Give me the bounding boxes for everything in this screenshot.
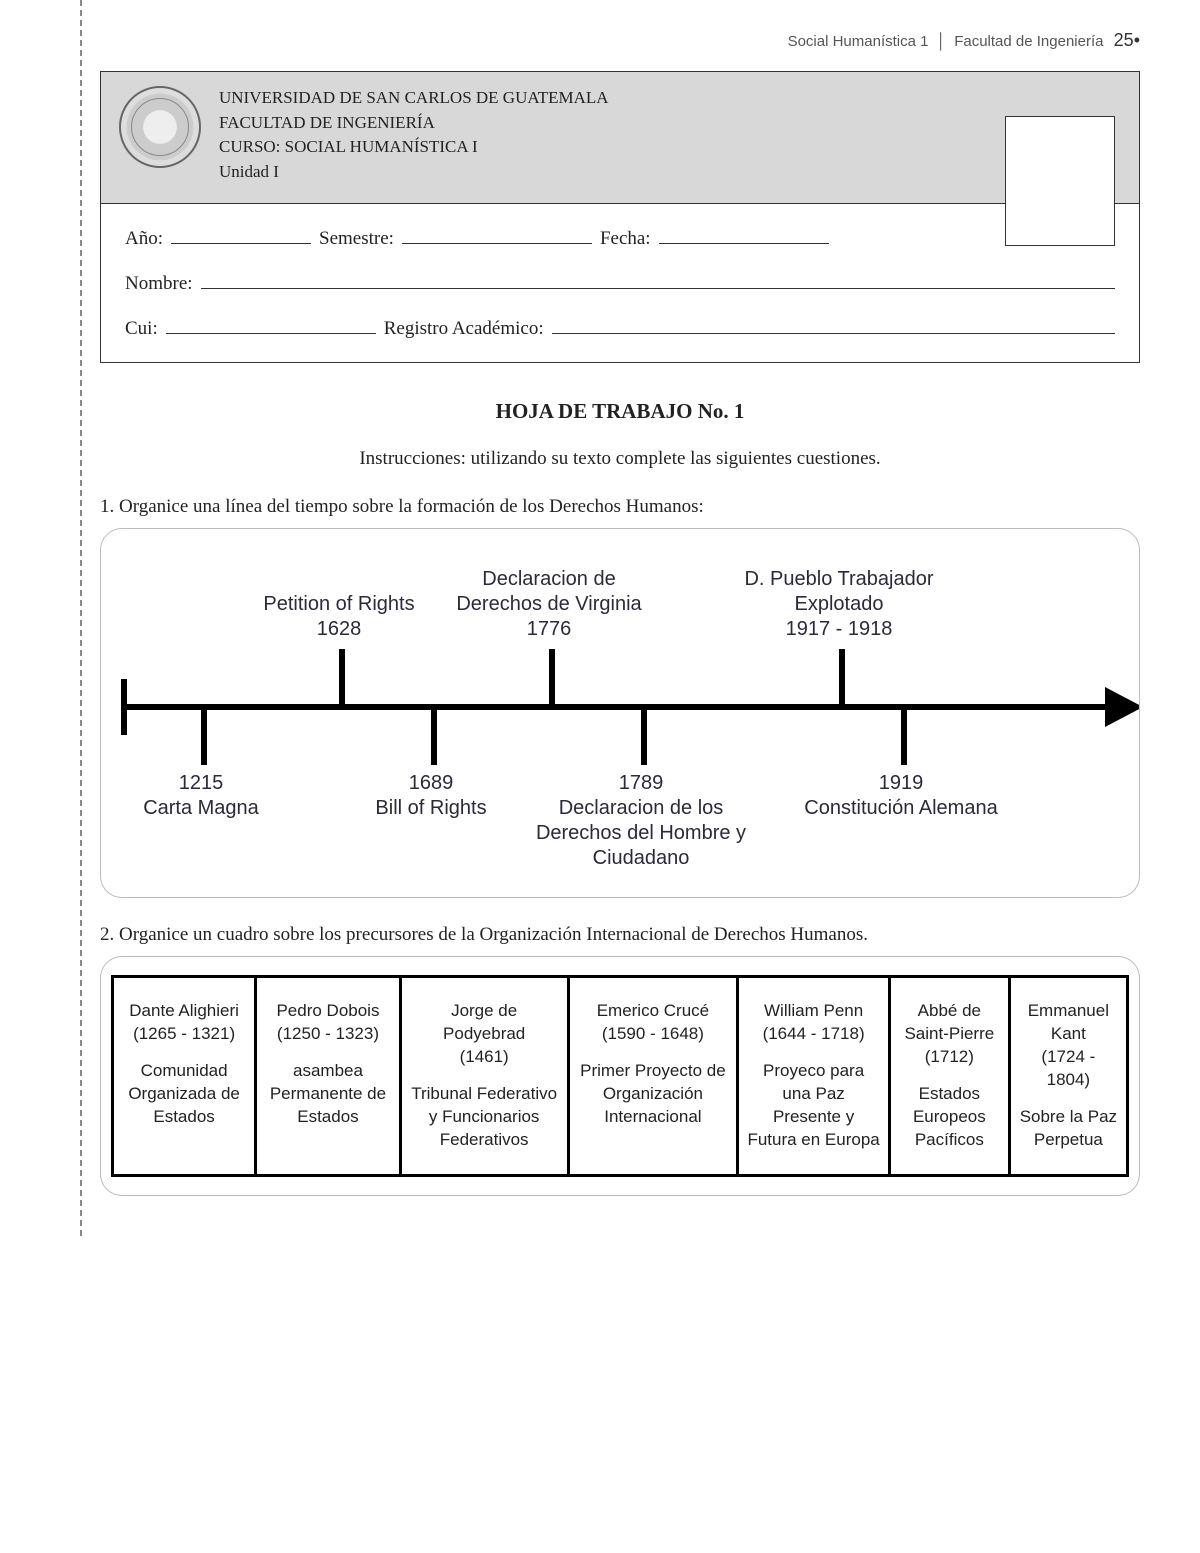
timeline-axis [121, 704, 1129, 710]
label-cui: Cui: [125, 318, 158, 340]
timeline: Petition of Rights1628Declaracion de Der… [100, 528, 1140, 898]
timeline-tick [901, 707, 907, 765]
timeline-tick [839, 649, 845, 707]
uni-line-4: Unidad I [219, 160, 609, 185]
timeline-tick [549, 649, 555, 707]
uni-line-2: FACULTAD DE INGENIERÍA [219, 111, 609, 136]
question-1: 1. Organice una línea del tiempo sobre l… [100, 496, 1140, 518]
precursor-cell: Emmanuel Kant(1724 - 1804)Sobre la Paz P… [1009, 977, 1127, 1176]
timeline-event-down: 1689Bill of Rights [321, 771, 541, 821]
blank-fecha[interactable] [659, 224, 829, 245]
blank-registro[interactable] [552, 313, 1115, 334]
student-info-card: UNIVERSIDAD DE SAN CARLOS DE GUATEMALA F… [100, 71, 1140, 363]
precursor-cell: Abbé de Saint-Pierre(1712)Estados Europe… [889, 977, 1009, 1176]
label-anio: Año: [125, 228, 163, 250]
table-row: Dante Alighieri(1265 - 1321)Comunidad Or… [113, 977, 1128, 1176]
blank-semestre[interactable] [402, 224, 592, 245]
uni-line-3: CURSO: SOCIAL HUMANÍSTICA I [219, 135, 609, 160]
card-header: UNIVERSIDAD DE SAN CARLOS DE GUATEMALA F… [101, 72, 1139, 204]
timeline-tick [431, 707, 437, 765]
timeline-event-down: 1789Declaracion de los Derechos del Homb… [531, 771, 751, 871]
worksheet-title: HOJA DE TRABAJO No. 1 [100, 399, 1140, 424]
timeline-event-up: Declaracion de Derechos de Virginia1776 [439, 567, 659, 642]
timeline-event-up: Petition of Rights1628 [229, 592, 449, 642]
timeline-tick [201, 707, 207, 765]
university-lines: UNIVERSIDAD DE SAN CARLOS DE GUATEMALA F… [219, 86, 609, 185]
question-2: 2. Organice un cuadro sobre los precurso… [100, 924, 1140, 946]
page-header: Social Humanística 1 │ Facultad de Ingen… [100, 30, 1140, 51]
page-dot: • [1134, 30, 1140, 50]
header-divider: │ [937, 33, 946, 50]
blank-nombre[interactable] [201, 268, 1115, 289]
header-faculty: Facultad de Ingeniería [954, 33, 1103, 50]
timeline-event-down: 1919Constitución Alemana [791, 771, 1011, 821]
label-nombre: Nombre: [125, 273, 193, 295]
precursor-cell: Emerico Crucé(1590 - 1648)Primer Proyect… [568, 977, 738, 1176]
blank-cui[interactable] [166, 313, 376, 334]
page-perforation [80, 0, 82, 1236]
card-fields: Año: Semestre: Fecha: Nombre: Cui: Regis… [101, 204, 1139, 363]
precursor-box: Dante Alighieri(1265 - 1321)Comunidad Or… [100, 956, 1140, 1196]
precursor-table: Dante Alighieri(1265 - 1321)Comunidad Or… [111, 975, 1129, 1177]
university-seal-icon [119, 86, 201, 168]
precursor-cell: Dante Alighieri(1265 - 1321)Comunidad Or… [113, 977, 256, 1176]
timeline-event-up: D. Pueblo Trabajador Explotado1917 - 191… [729, 567, 949, 642]
label-registro: Registro Académico: [384, 318, 544, 340]
timeline-arrow-icon [1105, 687, 1140, 727]
label-semestre: Semestre: [319, 228, 394, 250]
worksheet-instructions: Instrucciones: utilizando su texto compl… [100, 448, 1140, 470]
page-number: 25 [1114, 30, 1134, 50]
photo-box [1005, 116, 1115, 246]
header-course: Social Humanística 1 [788, 33, 929, 50]
label-fecha: Fecha: [600, 228, 651, 250]
precursor-cell: William Penn(1644 - 1718)Proyeco para un… [738, 977, 890, 1176]
timeline-tick [339, 649, 345, 707]
blank-anio[interactable] [171, 224, 311, 245]
uni-line-1: UNIVERSIDAD DE SAN CARLOS DE GUATEMALA [219, 86, 609, 111]
timeline-tick [641, 707, 647, 765]
precursor-cell: Pedro Dobois(1250 - 1323)asambea Permane… [256, 977, 401, 1176]
precursor-cell: Jorge de Podyebrad(1461)Tribunal Federat… [400, 977, 568, 1176]
timeline-event-down: 1215Carta Magna [100, 771, 311, 821]
